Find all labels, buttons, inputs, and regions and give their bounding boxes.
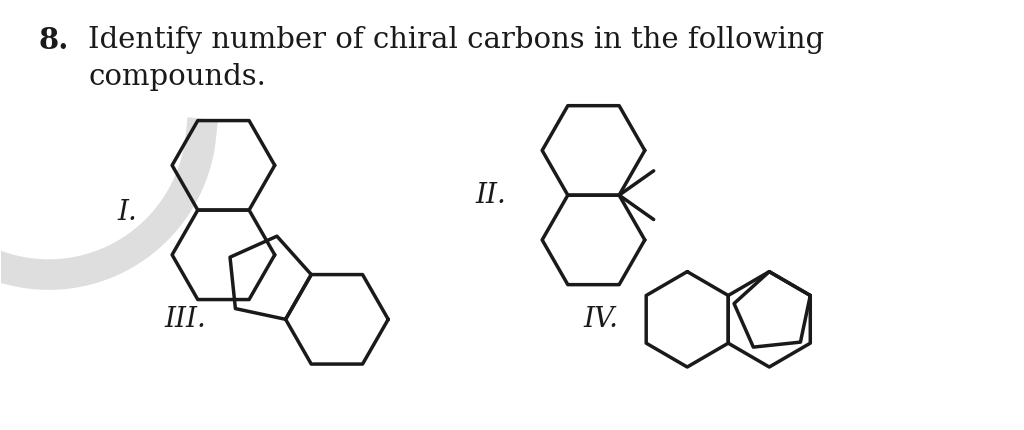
Text: compounds.: compounds. (88, 63, 266, 91)
Text: IV.: IV. (584, 306, 618, 333)
Text: III.: III. (164, 306, 206, 333)
Text: 8.: 8. (39, 26, 70, 55)
Text: II.: II. (475, 181, 506, 209)
Text: I.: I. (118, 199, 137, 225)
Text: Identify number of chiral carbons in the following: Identify number of chiral carbons in the… (88, 26, 824, 54)
